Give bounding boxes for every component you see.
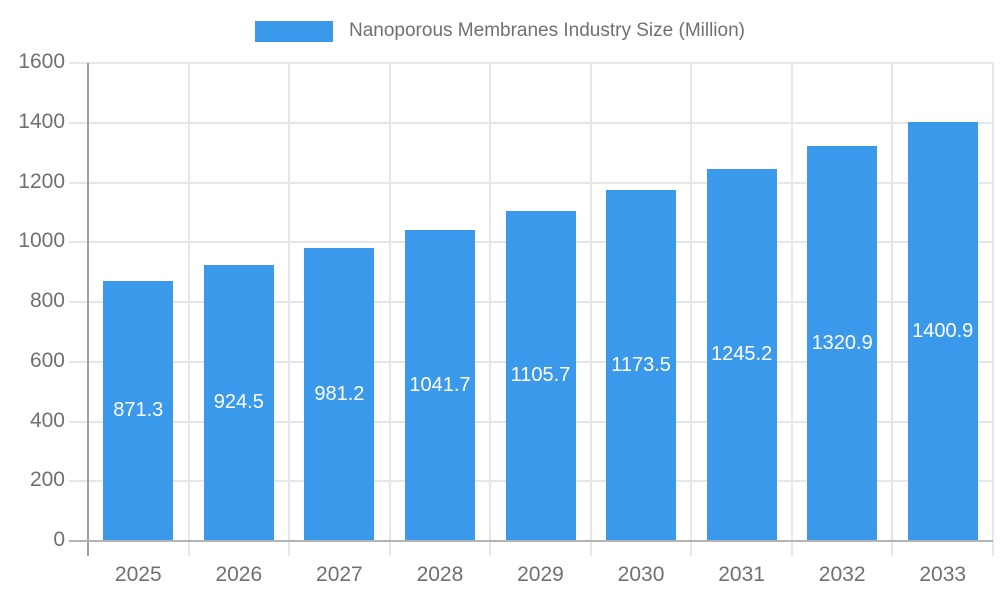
bar[interactable]: 1245.2 — [706, 168, 777, 541]
y-axis-tick-label: 0 — [53, 528, 65, 551]
bar[interactable]: 981.2 — [304, 247, 375, 541]
bar-value-label: 1400.9 — [912, 320, 974, 343]
x-axis-tick-label: 2031 — [718, 563, 765, 586]
bar-value-label: 1245.2 — [711, 343, 773, 366]
bar-value-label: 1173.5 — [611, 354, 671, 377]
legend-swatch — [255, 20, 333, 42]
bar[interactable]: 1173.5 — [606, 190, 677, 541]
y-gridline — [69, 540, 993, 542]
y-axis-tick-label: 600 — [29, 348, 65, 372]
bar[interactable]: 1320.9 — [807, 146, 878, 541]
bar[interactable]: 871.3 — [103, 280, 174, 541]
y-axis-tick-label: 1400 — [18, 109, 65, 133]
bar-value-label: 924.5 — [213, 391, 264, 414]
bar-value-label: 1041.7 — [409, 373, 471, 396]
bar-value-label: 1105.7 — [510, 364, 571, 387]
bar-value-label: 981.2 — [314, 382, 365, 405]
x-axis-tick-label: 2032 — [818, 563, 866, 586]
legend-label: Nanoporous Membranes Industry Size (Mill… — [349, 20, 745, 41]
y-axis-tick-label: 200 — [29, 468, 65, 492]
x-gridline — [388, 63, 391, 556]
bar-value-label: 1320.9 — [811, 332, 873, 355]
y-axis-tick-label: 1600 — [18, 50, 65, 73]
x-axis-tick-label: 2026 — [215, 563, 263, 586]
x-gridline — [589, 63, 592, 556]
x-axis-tick-label: 2033 — [919, 563, 967, 586]
x-axis-tick-label: 2027 — [316, 563, 363, 586]
x-gridline — [489, 63, 492, 556]
y-axis-tick-label: 800 — [29, 289, 65, 312]
bar[interactable]: 1400.9 — [907, 122, 978, 541]
x-gridline — [790, 63, 793, 556]
bar[interactable]: 1041.7 — [404, 229, 475, 541]
y-axis-tick-label: 1000 — [18, 229, 65, 253]
y-axis-tick-label: 400 — [29, 408, 65, 432]
x-axis-tick-label: 2030 — [617, 563, 665, 586]
y-gridline — [69, 62, 993, 64]
x-gridline — [992, 63, 994, 556]
x-axis-tick-label: 2028 — [416, 563, 464, 586]
y-axis-tick-label: 1200 — [18, 169, 65, 193]
bar[interactable]: 1105.7 — [505, 210, 576, 541]
x-axis-tick-label: 2029 — [517, 563, 564, 586]
y-axis-line — [87, 63, 89, 556]
chart-legend[interactable]: Nanoporous Membranes Industry Size (Mill… — [0, 16, 1000, 46]
y-gridline — [69, 181, 993, 184]
x-gridline — [187, 63, 190, 556]
x-gridline — [891, 63, 894, 556]
x-gridline — [288, 63, 291, 556]
bar-value-label: 871.3 — [113, 399, 164, 422]
x-axis-tick-label: 2025 — [114, 563, 162, 586]
x-gridline — [690, 63, 693, 556]
bar[interactable]: 924.5 — [203, 264, 274, 541]
y-gridline — [69, 121, 993, 124]
